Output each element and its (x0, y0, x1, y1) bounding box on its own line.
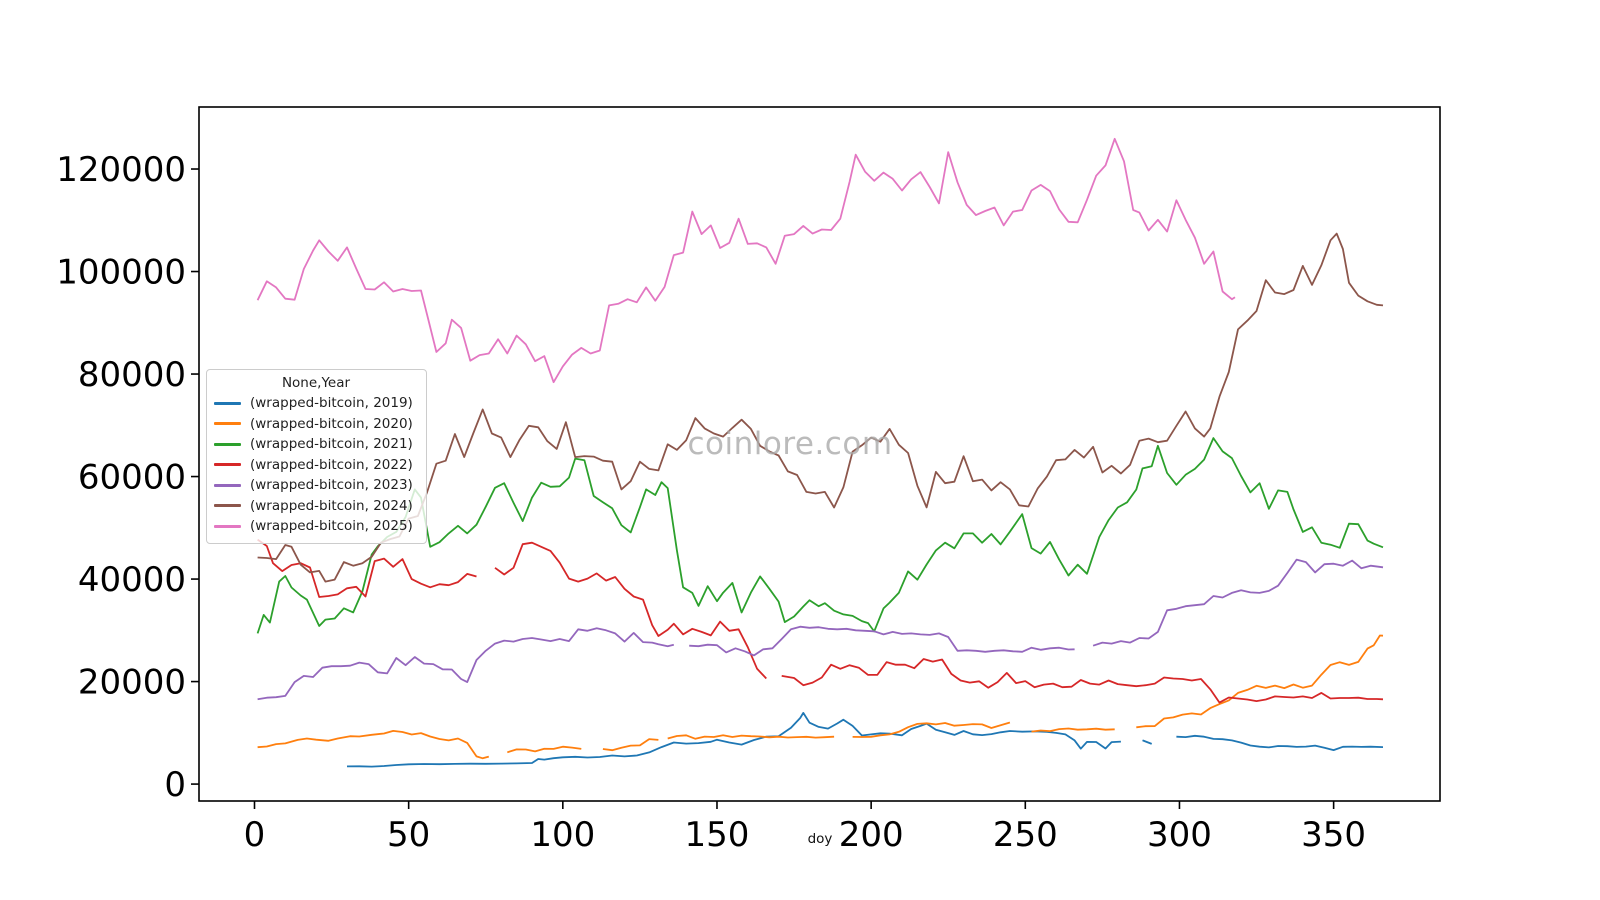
x-tick-label: 150 (685, 815, 750, 855)
y-tick-label: 80000 (78, 355, 186, 395)
legend-line-swatch (214, 401, 241, 405)
y-tick-label: 60000 (78, 458, 186, 498)
legend-entry-label: (wrapped-bitcoin, 2021) (250, 436, 413, 453)
series-line-2022 (257, 538, 1384, 704)
series-line-2021 (256, 437, 1384, 634)
legend-entry-2021: (wrapped-bitcoin, 2021) (214, 434, 418, 455)
watermark: coinlore.com (687, 426, 893, 462)
series-line-2020 (257, 634, 1384, 760)
legend-line-swatch (214, 463, 241, 467)
y-tick-label: 0 (164, 765, 186, 805)
series-line-2024 (257, 232, 1384, 583)
legend-entry-2024: (wrapped-bitcoin, 2024) (214, 496, 418, 517)
legend-line-swatch (214, 442, 241, 446)
y-tick-label: 40000 (78, 560, 186, 600)
legend-title: None,Year (281, 375, 351, 391)
legend-entry-label: (wrapped-bitcoin, 2024) (250, 497, 413, 514)
x-tick-label: 200 (839, 815, 904, 855)
y-tick-label: 20000 (78, 663, 186, 703)
legend-entry-2020: (wrapped-bitcoin, 2020) (214, 414, 418, 435)
x-tick-label: 350 (1301, 815, 1366, 855)
legend-entry-2023: (wrapped-bitcoin, 2023) (214, 475, 418, 496)
legend-entry-label: (wrapped-bitcoin, 2022) (250, 456, 413, 473)
series-line-2025 (256, 137, 1236, 384)
plot-frame (198, 106, 1441, 802)
x-axis-label: doy (807, 831, 833, 847)
legend-entry-2025: (wrapped-bitcoin, 2025) (214, 516, 418, 537)
series-line-2023 (257, 558, 1384, 701)
y-tick-label: 100000 (56, 253, 186, 293)
legend: None,Year (wrapped-bitcoin, 2019) (wrappe… (206, 369, 427, 544)
legend-entries: (wrapped-bitcoin, 2019) (wrapped-bitcoin,… (214, 393, 418, 537)
x-tick-label: 250 (993, 815, 1058, 855)
y-tick-label: 120000 (56, 150, 186, 190)
legend-entry-2019: (wrapped-bitcoin, 2019) (214, 393, 418, 414)
legend-entry-label: (wrapped-bitcoin, 2020) (250, 415, 413, 432)
series-line-2019 (346, 712, 1384, 768)
legend-line-swatch (214, 524, 241, 528)
x-tick-label: 0 (244, 815, 266, 855)
legend-line-swatch (214, 504, 241, 508)
x-tick-label: 100 (530, 815, 595, 855)
x-tick-label: 300 (1147, 815, 1212, 855)
legend-entry-label: (wrapped-bitcoin, 2025) (250, 518, 413, 535)
legend-line-swatch (214, 483, 241, 487)
legend-line-swatch (214, 422, 241, 426)
legend-entry-2022: (wrapped-bitcoin, 2022) (214, 455, 418, 476)
x-tick-label: 50 (387, 815, 430, 855)
legend-entry-label: (wrapped-bitcoin, 2019) (250, 395, 413, 412)
legend-entry-label: (wrapped-bitcoin, 2023) (250, 477, 413, 494)
